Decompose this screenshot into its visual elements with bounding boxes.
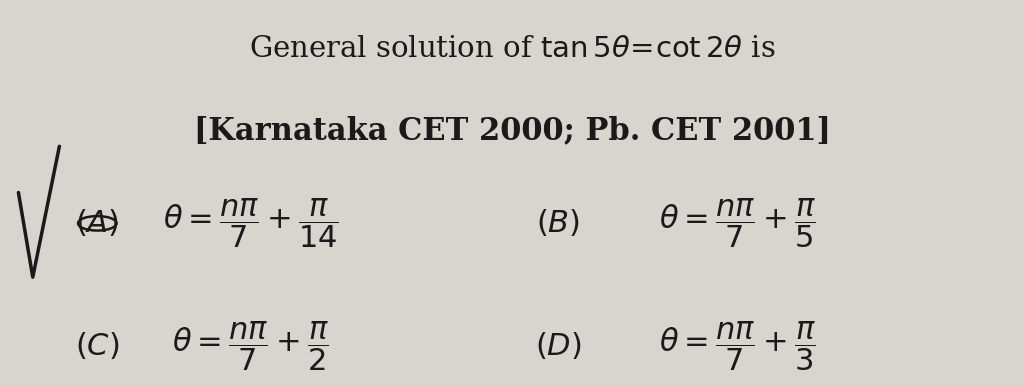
Text: $(A)$: $(A)$ (76, 208, 119, 239)
Text: $\theta = \dfrac{n\pi}{7} + \dfrac{\pi}{5}$: $\theta = \dfrac{n\pi}{7} + \dfrac{\pi}{… (658, 196, 816, 250)
Text: $(C)$: $(C)$ (75, 331, 120, 362)
Text: General solution of $\tan 5\theta \!=\! \cot 2\theta$ is: General solution of $\tan 5\theta \!=\! … (249, 35, 775, 63)
Text: $\theta = \dfrac{n\pi}{7} + \dfrac{\pi}{14}$: $\theta = \dfrac{n\pi}{7} + \dfrac{\pi}{… (163, 196, 339, 250)
Text: $(D)$: $(D)$ (535, 331, 582, 362)
Text: [Karnataka CET 2000; Pb. CET 2001]: [Karnataka CET 2000; Pb. CET 2001] (194, 116, 830, 147)
Text: $\theta = \dfrac{n\pi}{7} + \dfrac{\pi}{3}$: $\theta = \dfrac{n\pi}{7} + \dfrac{\pi}{… (658, 320, 816, 373)
Text: $(B)$: $(B)$ (536, 208, 581, 239)
Text: $\theta = \dfrac{n\pi}{7} + \dfrac{\pi}{2}$: $\theta = \dfrac{n\pi}{7} + \dfrac{\pi}{… (172, 320, 330, 373)
